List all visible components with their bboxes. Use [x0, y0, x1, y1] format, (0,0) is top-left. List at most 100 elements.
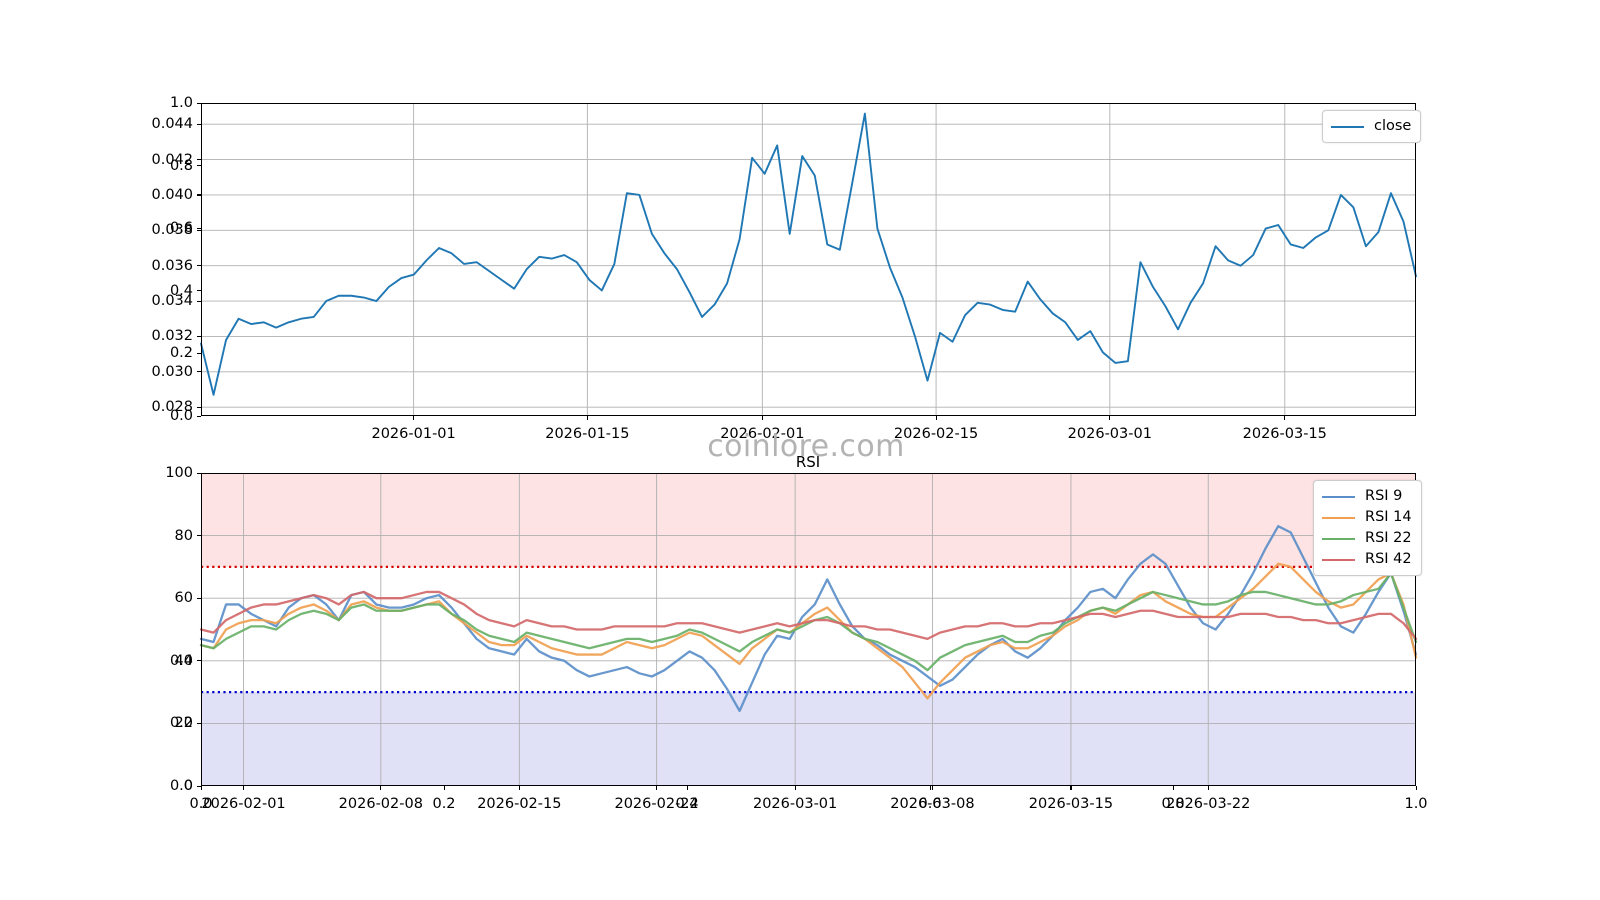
- rsi-x-tick: [243, 786, 245, 790]
- price-overlay-y-tick: [197, 352, 201, 354]
- price-y-tick-label: 0.030: [151, 363, 193, 380]
- price-y-tick-label: 0.040: [151, 186, 193, 203]
- rsi-x-tick: [794, 786, 796, 790]
- rsi-y-tick-label: 0: [183, 777, 193, 794]
- rsi-overlay-x-tick-label: 0.0: [189, 796, 213, 812]
- price-x-tick: [1284, 416, 1286, 420]
- rsi-overlay-y-tick: [197, 722, 201, 724]
- rsi-overlay-x-tick: [443, 786, 445, 790]
- price-overlay-y-tick: [197, 165, 201, 167]
- legend-item-label: RSI 14: [1365, 509, 1412, 526]
- rsi-chart-legend[interactable]: RSI 9 RSI 14 RSI 22 RSI 42: [1313, 480, 1422, 576]
- rsi-x-tick: [380, 786, 382, 790]
- rsi-x-tick-label: 2026-03-08: [890, 796, 975, 812]
- price-overlay-y-tick-label: 0.8: [169, 157, 193, 174]
- price-x-tick-label: 2026-02-15: [893, 426, 979, 442]
- rsi-x-tick-label: 2026-02-15: [477, 796, 562, 812]
- rsi-overlay-x-tick-label: 1.0: [1404, 796, 1428, 812]
- rsi-x-tick: [1207, 786, 1209, 790]
- legend-line-swatch-icon: [1322, 558, 1355, 561]
- price-x-tick: [413, 416, 415, 420]
- legend-item-label: RSI 22: [1365, 530, 1412, 547]
- legend-item-rsi-42[interactable]: RSI 42: [1322, 549, 1412, 570]
- price-y-tick-label: 0.034: [151, 292, 193, 309]
- price-x-tick-label: 2026-01-01: [371, 426, 456, 442]
- legend-item-rsi-14[interactable]: RSI 14: [1322, 507, 1412, 528]
- legend-item-label: close: [1374, 118, 1412, 135]
- price-y-tick-label: 0.042: [151, 151, 193, 168]
- rsi-x-tick-label: 2026-02-08: [338, 796, 423, 812]
- price-y-tick: [197, 194, 201, 196]
- rsi-x-tick: [518, 786, 520, 790]
- rsi-overlay-y-tick-label: 0.4: [169, 652, 193, 669]
- legend-item-rsi-9[interactable]: RSI 9: [1322, 486, 1412, 507]
- legend-line-swatch-icon: [1331, 125, 1364, 128]
- rsi-overlay-x-tick: [1415, 786, 1417, 790]
- rsi-y-tick: [197, 597, 201, 599]
- rsi-y-tick: [197, 472, 201, 474]
- price-overlay-y-tick: [197, 415, 201, 417]
- rsi-overlay-x-tick: [1172, 786, 1174, 790]
- rsi-overlay-x-tick-label: 0.6: [918, 796, 942, 812]
- legend-line-swatch-icon: [1322, 537, 1355, 540]
- price-chart-axes: [200, 103, 1417, 416]
- rsi-x-tick: [931, 786, 934, 790]
- rsi-x-tick: [656, 786, 658, 790]
- legend-item-label: RSI 42: [1365, 551, 1412, 568]
- price-overlay-y-tick: [197, 290, 201, 292]
- price-y-tick: [197, 335, 201, 338]
- price-y-tick: [197, 123, 201, 125]
- rsi-x-tick-label: 2026-03-22: [1166, 796, 1251, 812]
- price-y-tick-label: 0.036: [151, 257, 193, 274]
- price-x-tick-label: 2026-03-01: [1067, 426, 1152, 442]
- price-x-tick: [1109, 416, 1111, 420]
- legend-item-label: RSI 9: [1365, 488, 1403, 505]
- rsi-overlay-y-tick-label: 0.0: [169, 777, 193, 794]
- legend-line-swatch-icon: [1322, 516, 1355, 519]
- price-plot-svg: [200, 103, 1417, 416]
- rsi-y-tick-label: 20: [174, 715, 193, 732]
- price-x-tick-label: 2026-02-01: [720, 426, 805, 442]
- rsi-overlay-x-tick-label: 0.4: [675, 796, 699, 812]
- rsi-overlay-y-tick: [197, 660, 201, 662]
- price-overlay-y-tick: [197, 102, 201, 104]
- price-x-tick: [761, 416, 763, 420]
- rsi-overlay-x-tick: [200, 786, 202, 790]
- rsi-x-tick-label: 2026-03-01: [752, 796, 838, 812]
- price-overlay-y-tick-label: 0.2: [169, 345, 193, 362]
- price-y-tick: [197, 371, 201, 373]
- price-y-tick: [197, 159, 201, 161]
- rsi-chart-title: RSI: [795, 453, 821, 471]
- price-y-tick-label: 0.032: [151, 328, 193, 345]
- rsi-x-tick-label: 2026-03-15: [1028, 796, 1114, 812]
- price-x-tick: [586, 416, 588, 420]
- legend-line-swatch-icon: [1322, 495, 1355, 498]
- watermark-coinlore: coinlore.com: [707, 429, 905, 464]
- legend-item-rsi-22[interactable]: RSI 22: [1322, 528, 1412, 549]
- rsi-y-tick-label: 80: [174, 527, 193, 544]
- rsi-y-tick: [197, 535, 201, 537]
- legend-item-close[interactable]: close: [1331, 116, 1411, 137]
- price-chart-legend[interactable]: close: [1322, 110, 1422, 143]
- price-overlay-y-tick: [197, 227, 201, 229]
- price-y-tick: [197, 300, 201, 302]
- rsi-y-tick-label: 60: [174, 589, 193, 606]
- price-overlay-y-tick-label: 0.0: [169, 407, 193, 424]
- rsi-overlay-x-tick-label: 0.8: [1161, 796, 1185, 812]
- price-y-tick: [197, 406, 201, 408]
- price-y-tick-label: 0.038: [151, 222, 193, 239]
- price-overlay-y-tick-label: 0.4: [169, 282, 193, 299]
- rsi-overlay-y-tick-label: 0.2: [169, 715, 193, 732]
- price-y-tick: [197, 265, 201, 267]
- price-overlay-y-tick-label: 0.6: [169, 219, 193, 236]
- price-x-tick: [935, 416, 937, 420]
- rsi-chart-axes: [199, 473, 1418, 786]
- rsi-x-tick: [1070, 786, 1072, 790]
- rsi-y-tick-label: 40: [174, 652, 193, 669]
- price-y-tick-label: 0.044: [151, 115, 193, 132]
- rsi-overlay-y-tick: [197, 785, 201, 787]
- rsi-plot-svg: [199, 473, 1418, 786]
- price-overlay-y-tick-label: 1.0: [169, 94, 193, 111]
- rsi-x-tick-label: 2026-02-01: [201, 796, 286, 812]
